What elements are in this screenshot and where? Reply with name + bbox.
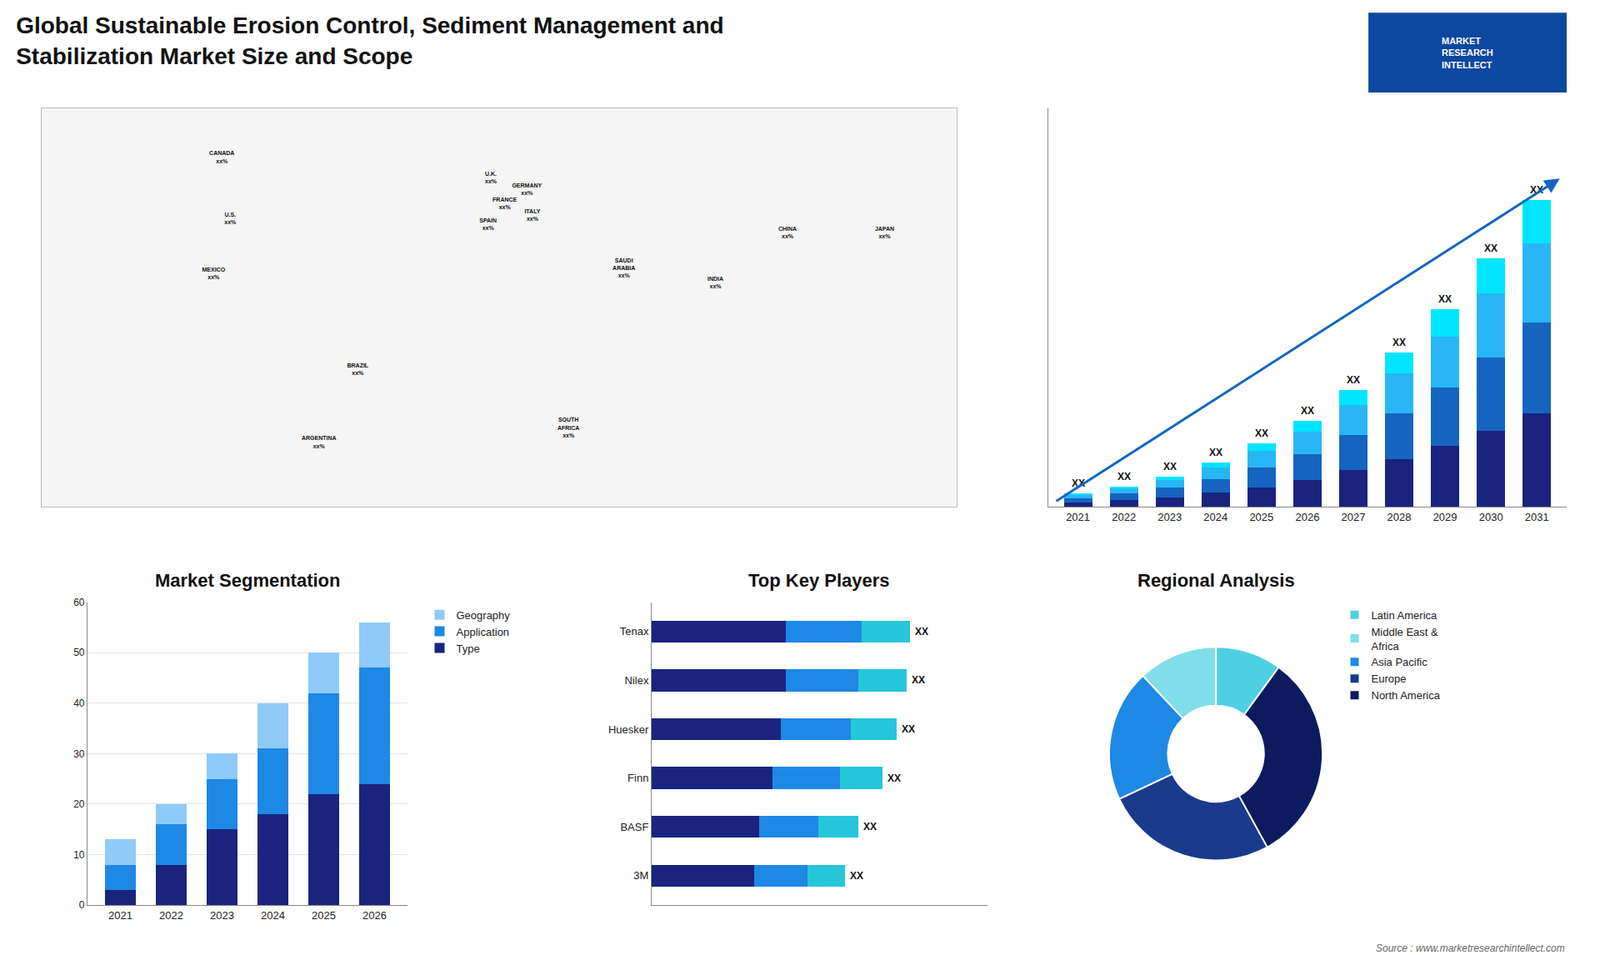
svg-text:BASF: BASF — [620, 820, 649, 834]
svg-text:20: 20 — [73, 798, 85, 810]
svg-text:XX: XX — [887, 772, 901, 785]
svg-text:XX: XX — [1163, 460, 1177, 473]
svg-text:2025: 2025 — [1249, 510, 1274, 524]
svg-text:2028: 2028 — [1387, 510, 1412, 524]
svg-text:CHINAxx%: CHINAxx% — [778, 225, 797, 240]
svg-text:XX: XX — [1346, 374, 1360, 386]
svg-text:Asia Pacific: Asia Pacific — [1371, 655, 1429, 669]
svg-text:Market Segmentation: Market Segmentation — [155, 570, 341, 591]
svg-text:XX: XX — [850, 870, 864, 882]
svg-text:50: 50 — [73, 646, 85, 659]
svg-text:0: 0 — [79, 899, 85, 911]
svg-text:40: 40 — [73, 697, 85, 710]
svg-text:XX: XX — [1255, 427, 1269, 440]
svg-text:XX: XX — [1530, 184, 1544, 196]
svg-text:XX: XX — [901, 723, 915, 735]
svg-text:INDIAxx%: INDIAxx% — [707, 275, 724, 290]
svg-text:SOUTHAFRICAxx%: SOUTHAFRICAxx% — [557, 416, 580, 438]
svg-text:2026: 2026 — [1295, 510, 1320, 524]
svg-text:Source : www.marketresearchint: Source : www.marketresearchintellect.com — [1375, 942, 1565, 955]
svg-text:Huesker: Huesker — [608, 723, 650, 736]
svg-text:Top Key Players: Top Key Players — [748, 570, 890, 591]
svg-text:XX: XX — [1392, 336, 1406, 349]
svg-text:XX: XX — [1071, 477, 1085, 490]
svg-text:CANADAxx%: CANADAxx% — [209, 150, 235, 165]
svg-text:XX: XX — [1209, 446, 1223, 459]
svg-text:Type: Type — [456, 642, 480, 655]
svg-text:Middle East &Africa: Middle East &Africa — [1371, 625, 1440, 653]
svg-text:XX: XX — [1438, 293, 1452, 305]
svg-text:XX: XX — [1484, 242, 1498, 255]
svg-text:Global Sustainable Erosion Con: Global Sustainable Erosion Control, Sedi… — [15, 12, 724, 69]
svg-text:3M: 3M — [633, 869, 649, 882]
svg-text:2023: 2023 — [210, 909, 235, 922]
svg-text:2030: 2030 — [1479, 510, 1504, 524]
svg-text:2026: 2026 — [362, 909, 387, 922]
svg-text:2022: 2022 — [1111, 510, 1136, 524]
svg-text:XX: XX — [1117, 470, 1131, 483]
svg-text:2021: 2021 — [108, 909, 133, 922]
svg-text:XX: XX — [863, 820, 877, 833]
svg-text:2025: 2025 — [311, 909, 336, 922]
svg-text:Geography: Geography — [456, 609, 511, 622]
svg-text:2027: 2027 — [1340, 510, 1365, 524]
svg-text:BRAZILxx%: BRAZILxx% — [346, 362, 369, 376]
svg-text:30: 30 — [73, 748, 85, 760]
svg-text:60: 60 — [73, 596, 85, 609]
svg-text:XX: XX — [1300, 405, 1315, 417]
svg-text:2024: 2024 — [1203, 510, 1228, 524]
svg-text:Latin America: Latin America — [1371, 609, 1439, 622]
svg-text:ITALYxx%: ITALYxx% — [524, 208, 540, 222]
svg-text:Regional Analysis: Regional Analysis — [1137, 570, 1295, 591]
svg-text:2023: 2023 — [1157, 510, 1182, 524]
svg-text:MARKETRESEARCHINTELLECT: MARKETRESEARCHINTELLECT — [1441, 35, 1494, 70]
svg-text:Europe: Europe — [1371, 672, 1407, 685]
svg-text:MEXICOxx%: MEXICOxx% — [201, 266, 225, 280]
svg-text:2029: 2029 — [1433, 510, 1458, 524]
svg-text:U.K.xx%: U.K.xx% — [485, 170, 498, 185]
svg-text:U.S.xx%: U.S.xx% — [224, 211, 237, 225]
svg-text:Tenax: Tenax — [620, 625, 650, 638]
svg-text:2021: 2021 — [1065, 510, 1090, 524]
svg-text:North America: North America — [1371, 689, 1441, 702]
svg-text:Finn: Finn — [627, 771, 649, 785]
svg-text:2022: 2022 — [159, 909, 184, 922]
svg-text:SPAINxx%: SPAINxx% — [479, 217, 497, 231]
svg-text:FRANCExx%: FRANCExx% — [492, 196, 517, 210]
svg-text:Application: Application — [456, 625, 510, 639]
svg-text:2024: 2024 — [260, 909, 285, 922]
svg-text:XX: XX — [915, 625, 929, 638]
svg-text:XX: XX — [911, 674, 925, 686]
svg-text:2031: 2031 — [1525, 510, 1550, 524]
svg-text:Nilex: Nilex — [624, 674, 649, 687]
svg-text:GERMANYxx%: GERMANYxx% — [511, 182, 542, 196]
svg-text:ARGENTINAxx%: ARGENTINAxx% — [301, 435, 337, 449]
svg-text:10: 10 — [73, 849, 85, 861]
svg-text:SAUDIARABIAxx%: SAUDIARABIAxx% — [612, 257, 635, 279]
svg-text:JAPANxx%: JAPANxx% — [875, 225, 895, 240]
